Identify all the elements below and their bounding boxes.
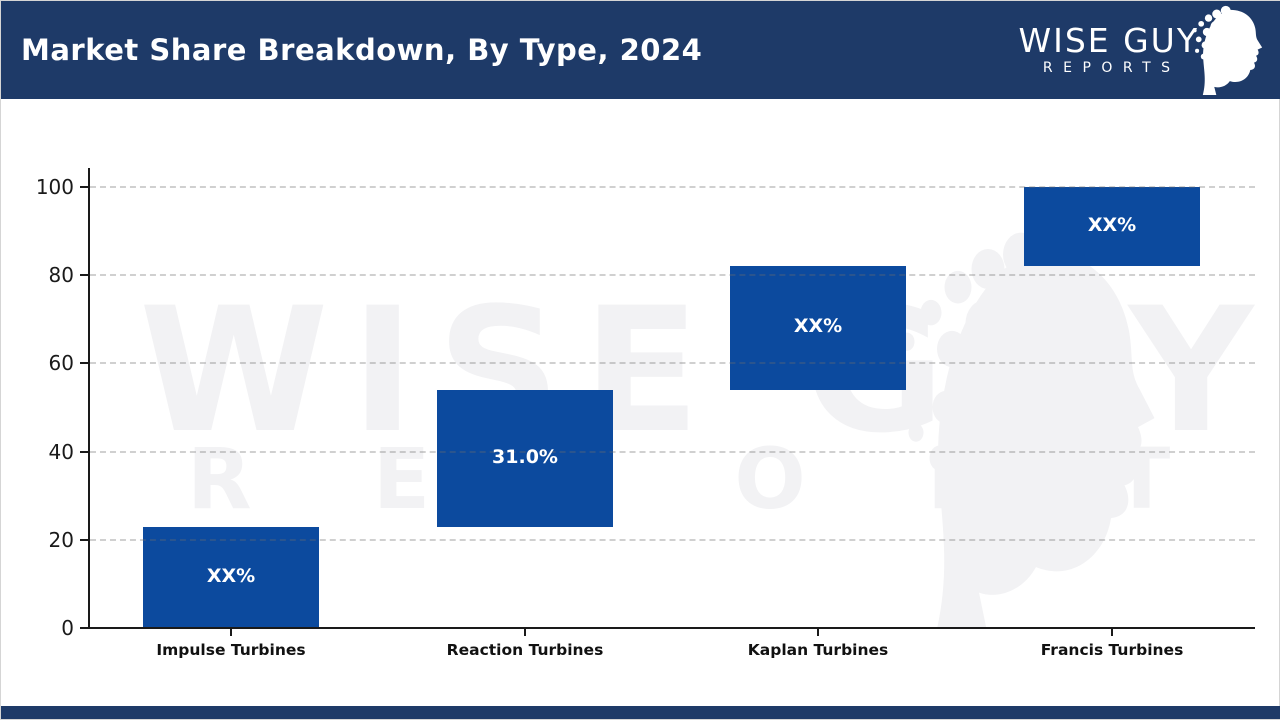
category-label: Reaction Turbines bbox=[446, 641, 604, 659]
bar bbox=[1024, 187, 1200, 266]
gridline bbox=[90, 451, 1255, 453]
x-tick-mark bbox=[1111, 629, 1113, 636]
gridline bbox=[90, 362, 1255, 364]
y-tick-label: 100 bbox=[35, 175, 74, 199]
logo-wiseguy-text: WISE GUY bbox=[1018, 20, 1199, 60]
logo-reports-text: REPORTS bbox=[1042, 60, 1181, 77]
x-tick-mark bbox=[524, 629, 526, 636]
bar-label: XX% bbox=[793, 315, 843, 337]
gridline bbox=[90, 274, 1255, 276]
bar-label: 31.0% bbox=[492, 446, 558, 468]
y-tick-mark bbox=[80, 274, 88, 276]
gridline bbox=[90, 186, 1255, 188]
y-tick-mark bbox=[80, 451, 88, 453]
bar bbox=[143, 527, 319, 628]
x-tick-mark bbox=[817, 629, 819, 636]
category-label: Impulse Turbines bbox=[156, 641, 306, 659]
bar bbox=[437, 390, 613, 527]
logo-head-icon bbox=[1192, 5, 1263, 95]
y-tick-mark bbox=[80, 362, 88, 364]
header-bar: Market Share Breakdown, By Type, 2024 WI… bbox=[1, 1, 1280, 99]
y-tick-label: 80 bbox=[48, 263, 74, 287]
y-tick-label: 20 bbox=[48, 528, 74, 552]
gridline bbox=[90, 539, 1255, 541]
bar bbox=[730, 266, 906, 390]
logo-wordmark: WISE GUY REPORTS bbox=[1018, 20, 1199, 77]
bar-label: XX% bbox=[1087, 214, 1137, 236]
y-tick-mark bbox=[80, 186, 88, 188]
page-title: Market Share Breakdown, By Type, 2024 bbox=[21, 33, 703, 67]
y-tick-label: 60 bbox=[48, 351, 74, 375]
bar-label: XX% bbox=[206, 565, 256, 587]
watermark-head-icon bbox=[899, 232, 1155, 629]
y-tick-mark bbox=[80, 627, 88, 629]
y-tick-mark bbox=[80, 539, 88, 541]
category-label: Kaplan Turbines bbox=[747, 641, 889, 659]
y-tick-label: 0 bbox=[61, 616, 74, 640]
y-tick-label: 40 bbox=[48, 440, 74, 464]
x-tick-mark bbox=[230, 629, 232, 636]
category-label: Francis Turbines bbox=[1040, 641, 1184, 659]
footer-bar bbox=[1, 706, 1280, 719]
y-axis-line bbox=[88, 168, 90, 629]
x-axis-line bbox=[88, 627, 1255, 629]
logo: WISE GUY REPORTS bbox=[1018, 1, 1273, 99]
